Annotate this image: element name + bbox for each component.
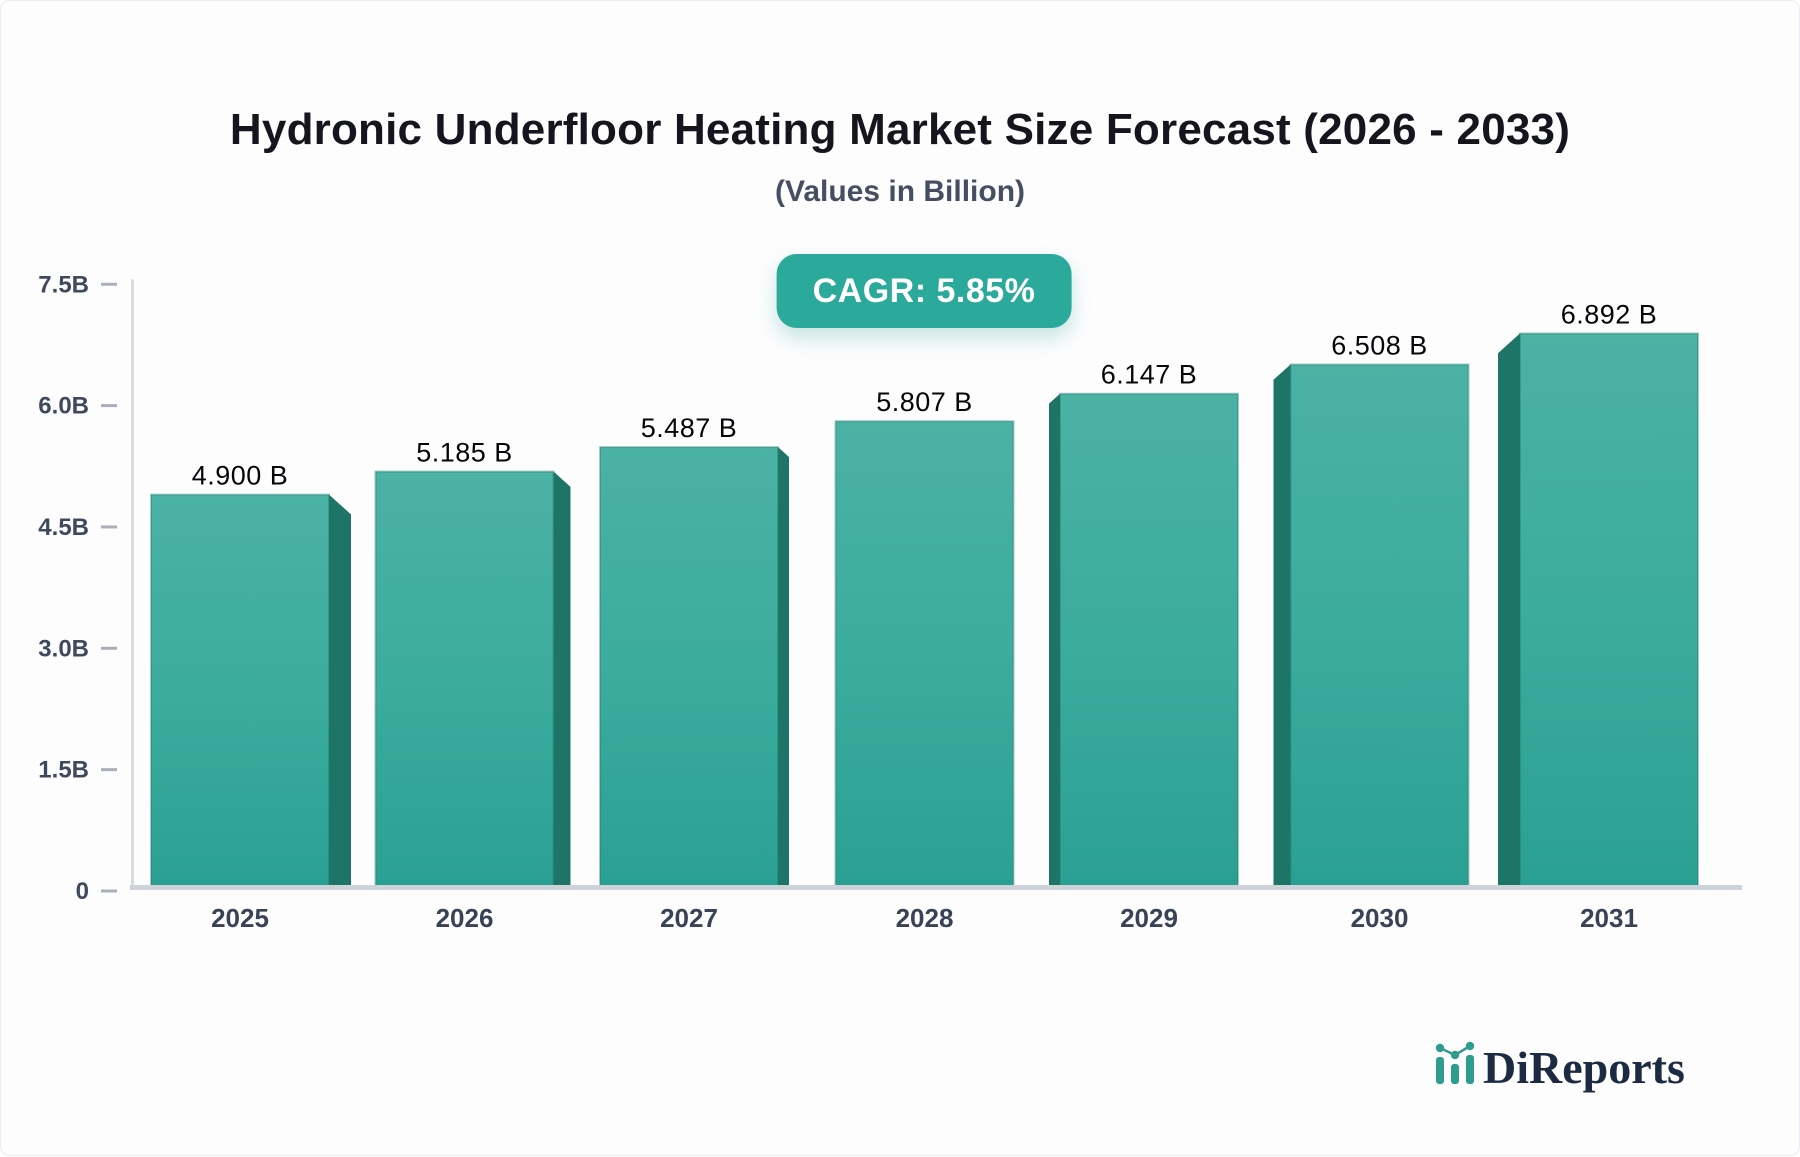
y-tick-label: 7.5B — [38, 271, 89, 298]
bar-value-label: 5.487 B — [641, 413, 738, 443]
logo-dot — [1465, 1041, 1475, 1051]
direports-logo: DiReports — [1435, 1039, 1685, 1093]
bar-side-face — [553, 471, 571, 887]
logo-bar — [1466, 1055, 1474, 1084]
y-tick-label: 6.0B — [38, 393, 89, 420]
y-axis: 0 1.5B 3.0B 4.5B 6.0B 7.5B — [38, 271, 134, 905]
x-axis-year-label: 2030 — [1351, 903, 1409, 933]
bar-face — [374, 470, 555, 888]
x-axis-year-label: 2031 — [1580, 903, 1638, 933]
bar-value-label: 5.185 B — [416, 438, 513, 468]
bar-group-2027: 5.487 B 2027 — [599, 413, 789, 933]
bar-side-face — [778, 447, 789, 887]
bar-value-label: 4.900 B — [192, 461, 289, 491]
bar-value-label: 5.807 B — [876, 387, 973, 417]
bar-group-2028: 5.807 B 2028 — [834, 387, 1015, 933]
x-axis-year-label: 2025 — [211, 903, 269, 933]
bar-face — [1519, 332, 1699, 888]
bar-group-2025: 4.900 B 2025 — [150, 461, 351, 933]
bar-face — [1289, 363, 1470, 888]
y-tick-label: 4.5B — [38, 514, 89, 541]
y-tick-label: 1.5B — [38, 757, 89, 784]
bar-group-2026: 5.185 B 2026 — [374, 438, 571, 933]
bar-face — [834, 420, 1015, 888]
logo-dot — [1435, 1043, 1445, 1053]
bar-side-face — [1049, 393, 1060, 887]
bar-side-face — [329, 494, 351, 887]
logo-text: DiReports — [1483, 1042, 1685, 1093]
bar-side-face — [1498, 333, 1520, 887]
bar-face — [599, 446, 779, 888]
logo-bar — [1451, 1064, 1459, 1084]
bar-group-2031: 6.892 B 2031 — [1498, 299, 1699, 933]
bar-face — [150, 493, 330, 888]
x-axis-year-label: 2027 — [660, 903, 718, 933]
bar-group-2029: 6.147 B 2029 — [1049, 360, 1239, 933]
bar-face — [1059, 392, 1239, 888]
chart-subtitle: (Values in Billion) — [774, 175, 1026, 208]
bars-group: 4.900 B 2025 5.185 B 2026 5.487 B 2027 5.807 B… — [150, 299, 1699, 933]
logo-chart-icon — [1435, 1041, 1475, 1084]
y-tick-label: 3.0B — [38, 635, 89, 662]
y-tick-label: 0 — [76, 878, 89, 905]
x-axis-year-label: 2028 — [896, 903, 954, 933]
x-axis-year-label: 2026 — [436, 903, 494, 933]
x-axis-year-label: 2029 — [1120, 903, 1178, 933]
logo-bar — [1436, 1057, 1444, 1084]
bar-group-2030: 6.508 B 2030 — [1273, 331, 1470, 933]
bar-value-label: 6.892 B — [1561, 299, 1658, 329]
chart-title: Hydronic Underfloor Heating Market Size … — [229, 105, 1571, 154]
bar-value-label: 6.147 B — [1101, 360, 1198, 390]
cagr-badge: CAGR: 5.85% — [776, 254, 1072, 328]
bar-side-face — [1273, 364, 1291, 887]
bar-value-label: 6.508 B — [1331, 331, 1428, 361]
logo-dot — [1450, 1050, 1460, 1060]
